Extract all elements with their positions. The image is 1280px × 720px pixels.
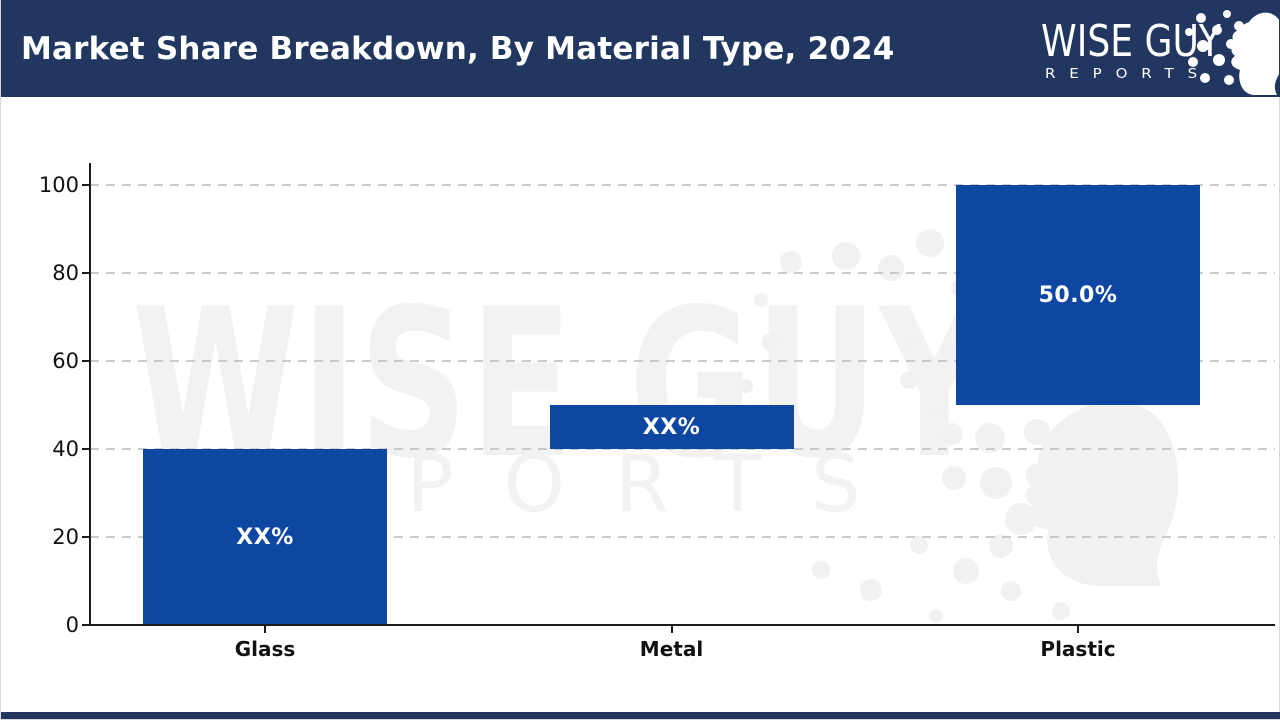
ytick-mark-60 [82, 360, 90, 362]
xtick-mark-glass [264, 626, 266, 633]
ytick-mark-80 [82, 272, 90, 274]
gridline-20 [90, 536, 1275, 538]
logo-reports-text: REPORTS [1045, 67, 1211, 82]
footer-band [1, 712, 1280, 719]
header-band: Market Share Breakdown, By Material Type… [1, 0, 1280, 97]
bar-metal: XX% [549, 405, 794, 449]
bar-value-label-metal: XX% [642, 414, 701, 440]
bar-plastic: 50.0% [956, 185, 1200, 405]
ytick-label-20: 20 [52, 525, 79, 549]
gridline-100 [90, 184, 1275, 186]
category-label-metal: Metal [639, 637, 704, 661]
logo-dotted-head-icon [1185, 10, 1279, 95]
ytick-mark-20 [82, 536, 90, 538]
bar-glass: XX% [143, 449, 387, 625]
gridline-80 [90, 272, 1275, 274]
ytick-label-100: 100 [38, 173, 79, 197]
gridline-60 [90, 360, 1275, 362]
category-label-glass: Glass [234, 637, 296, 661]
ytick-label-60: 60 [52, 349, 79, 373]
ytick-label-80: 80 [52, 261, 79, 285]
xtick-mark-metal [670, 626, 673, 633]
wiseguy-reports-logo: WISE GUY REPORTS [1041, 10, 1279, 95]
x-axis-spine [89, 624, 1275, 626]
y-axis-spine [89, 163, 91, 625]
category-label-plastic: Plastic [1040, 637, 1116, 661]
bar-value-label-plastic: 50.0% [1038, 282, 1118, 308]
xtick-mark-plastic [1077, 626, 1079, 633]
ytick-label-0: 0 [65, 613, 79, 637]
bar-value-label-glass: XX% [236, 524, 294, 550]
gridline-40 [90, 448, 1275, 450]
ytick-mark-100 [82, 184, 90, 186]
ytick-mark-40 [82, 448, 90, 450]
ytick-label-40: 40 [52, 437, 79, 461]
chart-title: Market Share Breakdown, By Material Type… [21, 30, 895, 67]
ytick-mark-0 [82, 624, 90, 626]
